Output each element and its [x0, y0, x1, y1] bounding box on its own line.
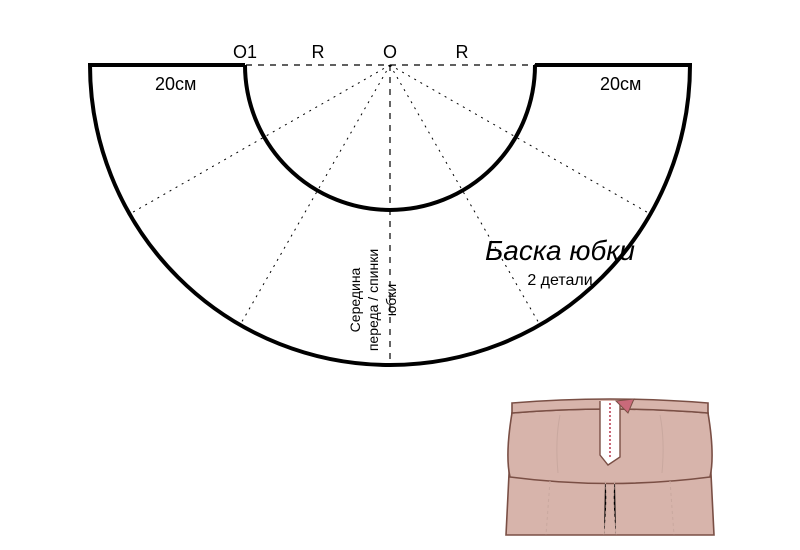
pattern-subtitle: 2 детали	[527, 272, 592, 289]
pattern-title: Баска юбки	[485, 235, 635, 266]
skirt-illustration	[506, 399, 714, 535]
center-label-1: Середина	[347, 267, 363, 332]
center-label-group: Середина переда / спинки юбки	[347, 249, 399, 351]
label-o: O	[383, 42, 397, 62]
label-r-left: R	[312, 42, 325, 62]
label-o1: O1	[233, 42, 257, 62]
label-r-right: R	[456, 42, 469, 62]
center-label-2: переда / спинки	[365, 249, 381, 351]
label-right-cm: 20см	[600, 74, 641, 94]
pattern-diagram: O1 O R R 20см 20см Середина переда / спи…	[90, 42, 690, 365]
center-label-3: юбки	[383, 284, 399, 316]
label-left-cm: 20см	[155, 74, 196, 94]
